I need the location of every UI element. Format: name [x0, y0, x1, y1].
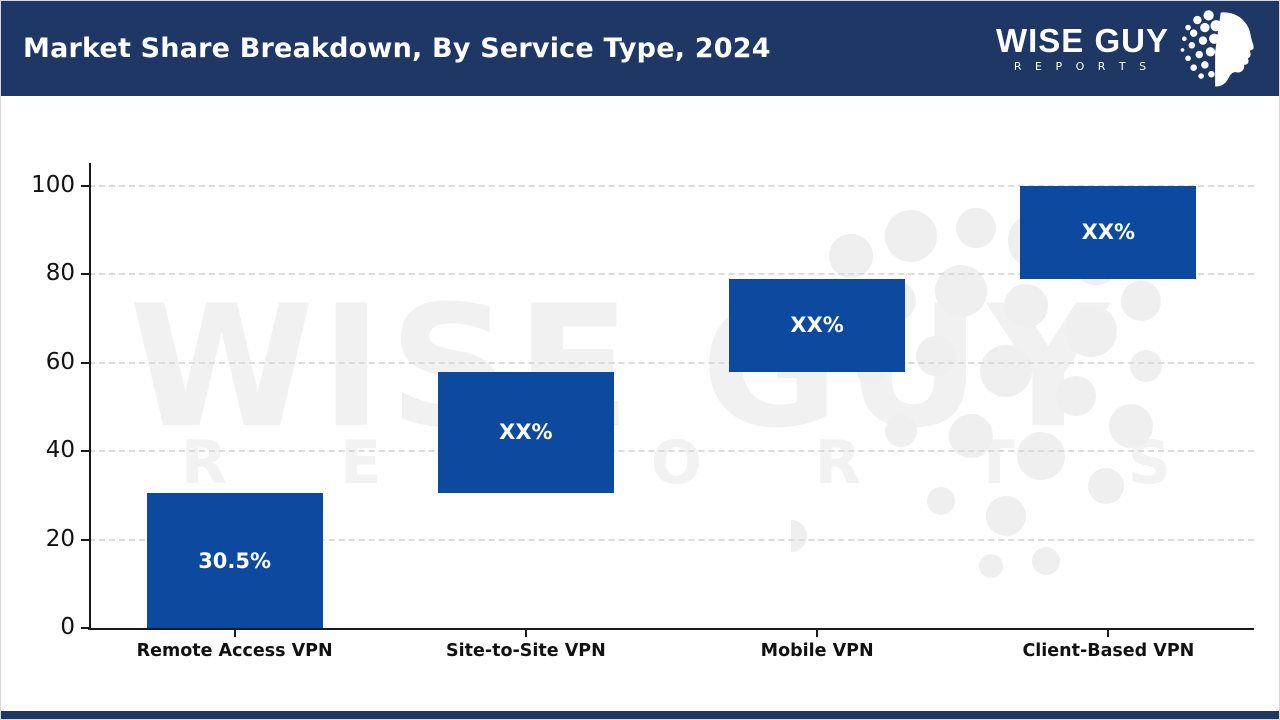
x-axis-category-label: Site-to-Site VPN	[446, 641, 606, 661]
x-axis-category-label: Remote Access VPN	[136, 641, 333, 661]
y-axis-tick	[81, 627, 89, 629]
y-axis-tick	[81, 538, 89, 541]
bar-segment: XX%	[1020, 186, 1197, 279]
watermark-subtext: R E P O R T S	[181, 428, 1217, 498]
y-axis-tick	[81, 185, 89, 187]
y-axis-tick-label: 80	[45, 260, 75, 287]
x-axis-tick	[816, 630, 819, 637]
y-axis-tick-label: 100	[31, 172, 75, 198]
header-bar: Market Share Breakdown, By Service Type,…	[1, 1, 1279, 96]
brand-logo-subtitle: R E P O R T S	[1013, 60, 1152, 73]
bar-segment: XX%	[729, 278, 906, 372]
bar-value-label: XX%	[499, 420, 553, 445]
gridline	[89, 361, 1254, 364]
gridline	[89, 450, 1254, 453]
x-axis-tick	[524, 630, 527, 637]
bar-value-label: XX%	[1081, 220, 1136, 245]
x-axis-line	[88, 628, 1254, 630]
gridline	[89, 185, 1254, 187]
y-axis-tick-label: 20	[45, 525, 75, 552]
footer-bar	[1, 711, 1279, 719]
x-axis-category-label: Mobile VPN	[760, 641, 874, 661]
brand-logo: WISE GUY R E P O R T S	[996, 7, 1259, 91]
bar-value-label: XX%	[790, 313, 844, 338]
bar-segment: XX%	[437, 371, 614, 494]
x-axis-tick	[233, 630, 236, 637]
gridline	[89, 273, 1254, 276]
y-axis-tick	[81, 450, 89, 453]
y-axis-line	[89, 163, 91, 630]
brand-logo-name: WISE GUY	[995, 22, 1169, 59]
y-axis-tick	[81, 361, 89, 364]
bar-value-label: 30.5%	[198, 548, 272, 573]
y-axis-tick-label: 40	[45, 437, 75, 464]
y-axis-tick-label: 0	[60, 614, 75, 640]
bar-segment: 30.5%	[146, 493, 323, 628]
y-axis-tick	[81, 273, 89, 276]
y-axis-tick-label: 60	[45, 348, 75, 375]
x-axis-category-label: Client-Based VPN	[1022, 641, 1195, 661]
x-axis-tick	[1107, 630, 1110, 637]
page-title: Market Share Breakdown, By Service Type,…	[23, 33, 771, 64]
gridline	[89, 538, 1254, 541]
brand-face-icon	[1180, 9, 1254, 86]
